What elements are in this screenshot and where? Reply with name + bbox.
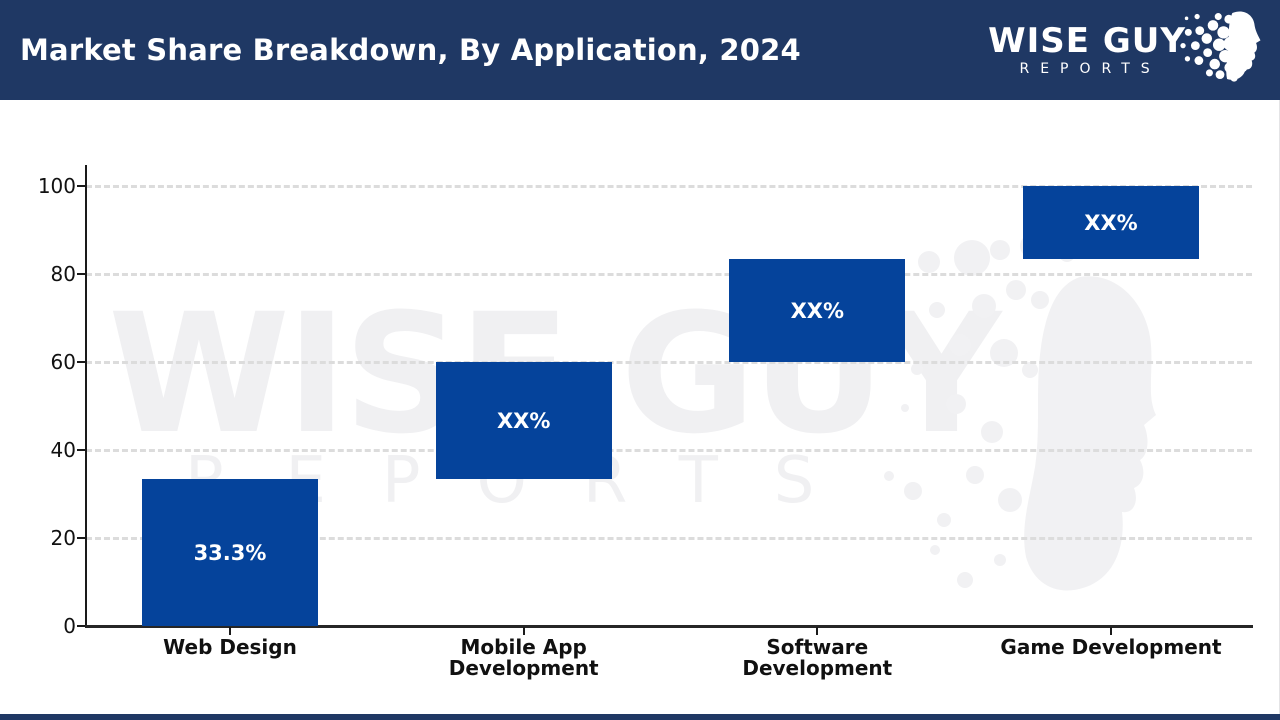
gridline-20 [86, 536, 1252, 540]
y-tick-60 [77, 361, 85, 363]
x-axis-label: Game Development [1000, 635, 1222, 659]
bar-value-label: 33.3% [193, 540, 267, 565]
bar-web-design: 33.3% [142, 479, 318, 626]
y-tick-label: 20 [50, 526, 76, 550]
x-tick-0 [229, 627, 231, 635]
y-tick-80 [77, 273, 85, 275]
y-tick-20 [77, 537, 85, 539]
bar-value-label: XX% [1084, 210, 1138, 235]
bar-mobile-app-development: XX% [435, 362, 612, 480]
x-tick-1 [522, 627, 525, 635]
y-tick-label: 40 [50, 438, 76, 462]
x-axis-line [85, 625, 1253, 628]
page-title: Market Share Breakdown, By Application, … [20, 33, 801, 67]
gridline-40 [86, 448, 1252, 452]
gridline-100 [86, 184, 1252, 188]
header-bar: Market Share Breakdown, By Application, … [0, 0, 1280, 100]
x-axis-label: Mobile App Development [448, 635, 599, 680]
y-tick-100 [77, 185, 85, 187]
brand-logo-text: WISE GUY REPORTS [988, 23, 1186, 77]
watermark-face-icon [876, 234, 1156, 591]
x-tick-2 [816, 627, 819, 635]
plot-area: WISE GUY REPORTS 0 20 40 60 80 100 33.3% Web De… [0, 100, 1280, 720]
y-tick-40 [77, 449, 85, 451]
bar-value-label: XX% [496, 408, 551, 433]
gridline-60 [86, 360, 1252, 364]
brand-face-icon [1180, 11, 1261, 82]
y-tick-0 [77, 625, 85, 627]
brand-tagline: REPORTS [1019, 61, 1161, 77]
y-tick-label: 0 [63, 614, 76, 638]
brand-logo: WISE GUY REPORTS [988, 6, 1266, 94]
y-axis-line [85, 165, 87, 628]
y-tick-label: 60 [50, 350, 76, 374]
bar-value-label: XX% [790, 298, 845, 323]
bar-software-development: XX% [729, 259, 906, 362]
footer-accent-strip [0, 714, 1280, 720]
x-tick-3 [1110, 627, 1112, 635]
x-axis-label: Software Development [742, 635, 893, 680]
gridline-80 [86, 272, 1252, 276]
brand-name: WISE GUY [988, 21, 1186, 61]
bar-game-development: XX% [1023, 186, 1199, 260]
y-tick-label: 80 [50, 262, 76, 286]
y-tick-label: 100 [37, 174, 76, 198]
x-axis-label: Web Design [163, 635, 297, 659]
